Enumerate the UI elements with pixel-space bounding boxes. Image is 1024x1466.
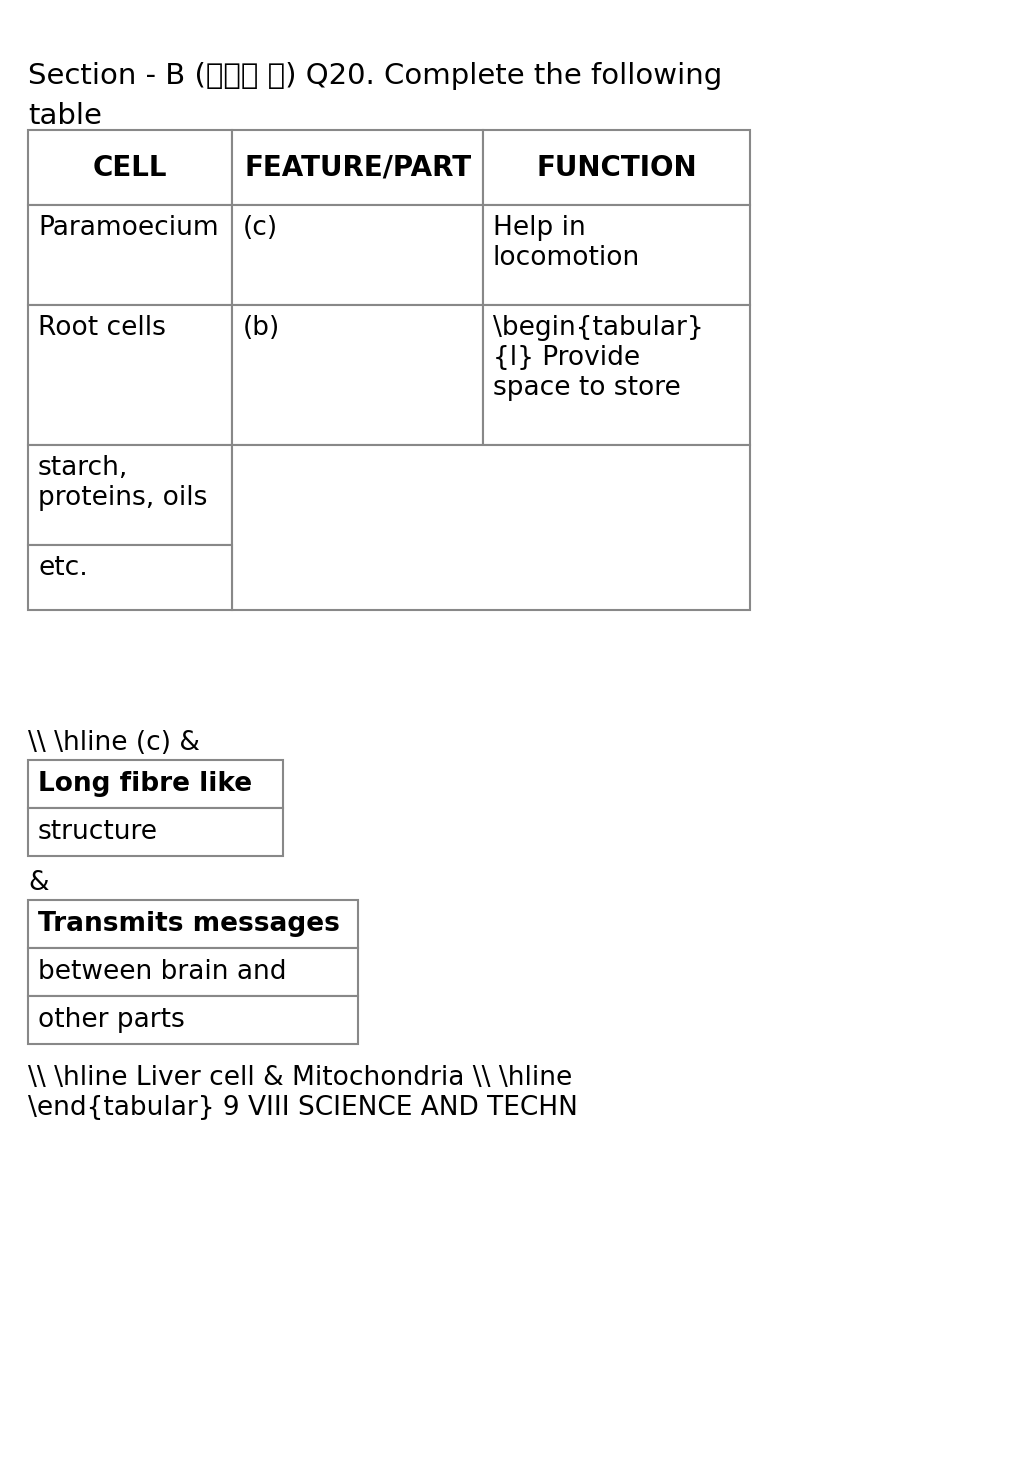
- Bar: [28, 130, 232, 205]
- Text: Section - B (खंड ब) Q20. Complete the following: Section - B (खंड ब) Q20. Complete the fo…: [28, 62, 722, 89]
- Text: \\ \hline Liver cell & Mitochondria \\ \hline
\end{tabular} 9 VIII SCIENCE AND T: \\ \hline Liver cell & Mitochondria \\ \…: [28, 1064, 578, 1121]
- Text: Transmits messages: Transmits messages: [38, 910, 340, 937]
- Bar: [28, 446, 232, 545]
- Bar: [483, 205, 750, 305]
- Bar: [483, 305, 750, 446]
- Text: (c): (c): [243, 216, 278, 240]
- Bar: [232, 130, 483, 205]
- Bar: [232, 205, 483, 305]
- Text: other parts: other parts: [38, 1007, 184, 1034]
- Text: FEATURE/PART: FEATURE/PART: [244, 154, 471, 182]
- Bar: [28, 900, 358, 949]
- Bar: [28, 759, 283, 808]
- Bar: [28, 205, 232, 305]
- Bar: [28, 995, 358, 1044]
- Bar: [483, 130, 750, 205]
- Bar: [232, 305, 483, 446]
- Text: Long fibre like: Long fibre like: [38, 771, 252, 798]
- Text: starch,
proteins, oils: starch, proteins, oils: [38, 454, 208, 512]
- Text: Root cells: Root cells: [38, 315, 166, 342]
- Bar: [28, 305, 232, 446]
- Bar: [28, 949, 358, 995]
- Text: between brain and: between brain and: [38, 959, 287, 985]
- Text: Paramoecium: Paramoecium: [38, 216, 219, 240]
- Text: Help in
locomotion: Help in locomotion: [493, 216, 640, 271]
- Text: table: table: [28, 103, 101, 130]
- Bar: [28, 545, 232, 610]
- Text: FUNCTION: FUNCTION: [537, 154, 696, 182]
- Text: &: &: [28, 869, 48, 896]
- Text: \begin{tabular}
{l} Provide
space to store: \begin{tabular} {l} Provide space to sto…: [493, 315, 703, 402]
- Bar: [28, 808, 283, 856]
- Text: \\ \hline (c) &: \\ \hline (c) &: [28, 730, 200, 756]
- Bar: [232, 446, 750, 610]
- Text: (b): (b): [243, 315, 280, 342]
- Text: etc.: etc.: [38, 556, 88, 581]
- Text: structure: structure: [38, 819, 158, 844]
- Text: CELL: CELL: [93, 154, 167, 182]
